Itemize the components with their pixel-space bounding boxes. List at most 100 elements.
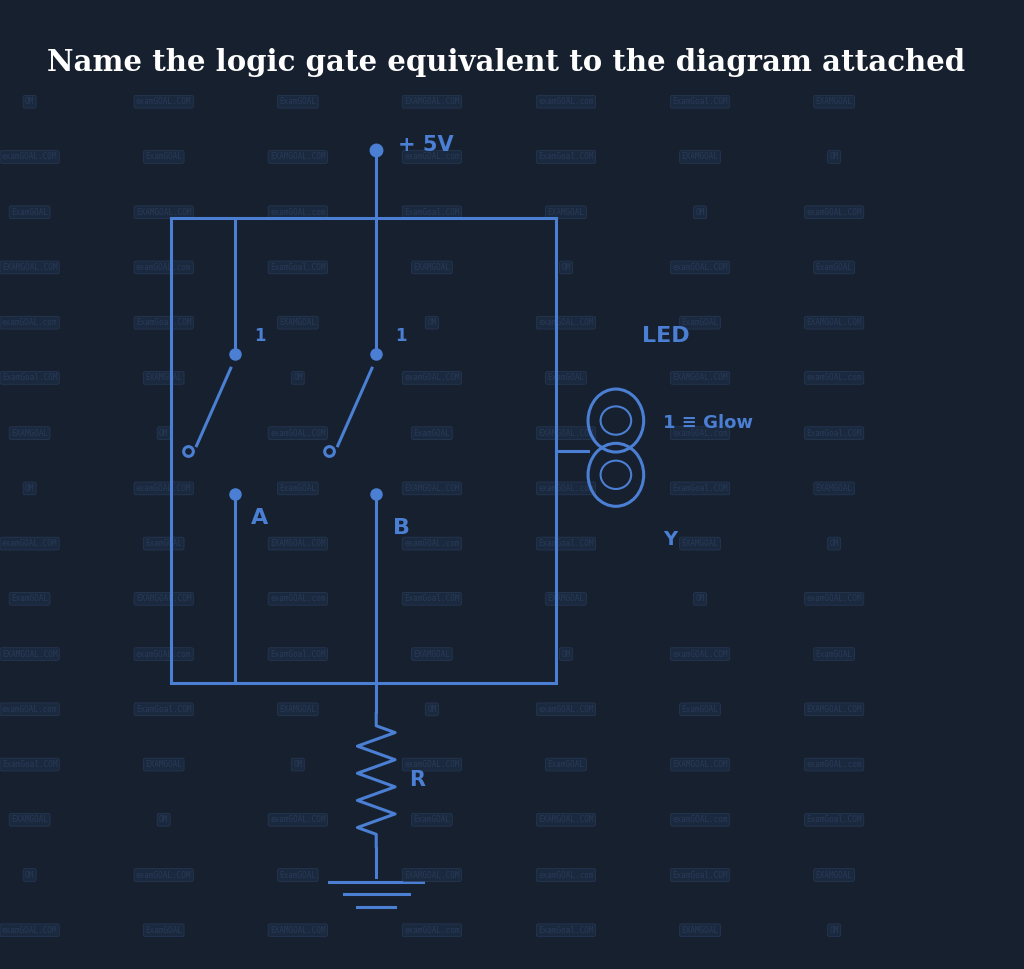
Text: A: A: [251, 509, 267, 528]
Text: ExamGOAL: ExamGOAL: [145, 925, 182, 935]
Text: 1 ≡ Glow: 1 ≡ Glow: [663, 415, 753, 432]
Text: EXAMGOAL.COM: EXAMGOAL.COM: [673, 760, 728, 769]
Text: examGOAL.com: examGOAL.com: [136, 263, 191, 272]
Text: examGOAL.COM: examGOAL.COM: [136, 484, 191, 493]
Text: LED: LED: [642, 327, 689, 346]
Text: ExamGoal.COM: ExamGoal.COM: [404, 207, 460, 217]
Text: examGOAL.com: examGOAL.com: [2, 318, 57, 328]
Bar: [171, 218, 556, 683]
Text: EXAMGOAL: EXAMGOAL: [816, 97, 853, 107]
Text: ExamGoal.COM: ExamGoal.COM: [136, 318, 191, 328]
Text: EXAMGOAL.COM: EXAMGOAL.COM: [539, 428, 594, 438]
Text: examGOAL.com: examGOAL.com: [673, 428, 728, 438]
Text: examGOAL.com: examGOAL.com: [2, 704, 57, 714]
Text: EXAMGOAL.COM: EXAMGOAL.COM: [270, 925, 326, 935]
Text: Name the logic gate equivalent to the diagram attached: Name the logic gate equivalent to the di…: [47, 48, 965, 78]
Text: EXAMGOAL: EXAMGOAL: [414, 263, 451, 272]
Text: OM: OM: [561, 263, 570, 272]
Text: EXAMGOAL: EXAMGOAL: [816, 870, 853, 880]
Text: OM: OM: [159, 815, 168, 825]
Text: OM: OM: [829, 925, 839, 935]
Text: examGOAL.com: examGOAL.com: [270, 207, 326, 217]
Text: ExamGOAL: ExamGOAL: [682, 704, 719, 714]
Text: OM: OM: [695, 207, 705, 217]
Text: EXAMGOAL.COM: EXAMGOAL.COM: [2, 263, 57, 272]
Text: examGOAL.com: examGOAL.com: [136, 649, 191, 659]
Text: ExamGOAL: ExamGOAL: [280, 870, 316, 880]
Text: ExamGoal.COM: ExamGoal.COM: [673, 97, 728, 107]
Text: EXAMGOAL: EXAMGOAL: [11, 815, 48, 825]
Text: ExamGoal.COM: ExamGoal.COM: [539, 539, 594, 548]
Text: ExamGOAL: ExamGOAL: [280, 484, 316, 493]
Text: examGOAL.COM: examGOAL.COM: [136, 97, 191, 107]
Text: ExamGOAL: ExamGOAL: [11, 207, 48, 217]
Text: examGOAL.com: examGOAL.com: [404, 925, 460, 935]
Text: OM: OM: [427, 704, 436, 714]
Text: EXAMGOAL: EXAMGOAL: [145, 373, 182, 383]
Text: OM: OM: [427, 318, 436, 328]
Text: examGOAL.com: examGOAL.com: [404, 152, 460, 162]
Text: examGOAL.COM: examGOAL.COM: [404, 373, 460, 383]
Text: OM: OM: [695, 594, 705, 604]
Text: + 5V: + 5V: [397, 136, 454, 155]
Text: EXAMGOAL.COM: EXAMGOAL.COM: [270, 539, 326, 548]
Text: examGOAL.com: examGOAL.com: [806, 373, 862, 383]
Text: EXAMGOAL.COM: EXAMGOAL.COM: [2, 649, 57, 659]
Text: ExamGoal.COM: ExamGoal.COM: [539, 925, 594, 935]
Text: ExamGOAL: ExamGOAL: [414, 815, 451, 825]
Text: ExamGOAL: ExamGOAL: [11, 594, 48, 604]
Text: examGOAL.COM: examGOAL.COM: [270, 815, 326, 825]
Text: ExamGOAL: ExamGOAL: [548, 373, 585, 383]
Text: ExamGoal.COM: ExamGoal.COM: [2, 760, 57, 769]
Text: examGOAL.COM: examGOAL.COM: [136, 870, 191, 880]
Text: examGOAL.COM: examGOAL.COM: [2, 539, 57, 548]
Text: ExamGoal.COM: ExamGoal.COM: [270, 649, 326, 659]
Text: EXAMGOAL.COM: EXAMGOAL.COM: [136, 207, 191, 217]
Text: EXAMGOAL.COM: EXAMGOAL.COM: [539, 815, 594, 825]
Text: ExamGoal.COM: ExamGoal.COM: [2, 373, 57, 383]
Text: EXAMGOAL: EXAMGOAL: [682, 539, 719, 548]
Text: ExamGoal.COM: ExamGoal.COM: [539, 152, 594, 162]
Text: 1: 1: [254, 328, 265, 345]
Text: ExamGoal.COM: ExamGoal.COM: [806, 815, 862, 825]
Text: EXAMGOAL.COM: EXAMGOAL.COM: [673, 373, 728, 383]
Text: examGOAL.COM: examGOAL.COM: [806, 594, 862, 604]
Text: ExamGoal.COM: ExamGoal.COM: [404, 594, 460, 604]
Text: OM: OM: [829, 152, 839, 162]
Text: examGOAL.COM: examGOAL.COM: [2, 152, 57, 162]
Text: examGOAL.com: examGOAL.com: [270, 594, 326, 604]
Text: EXAMGOAL.COM: EXAMGOAL.COM: [404, 870, 460, 880]
Text: OM: OM: [293, 373, 302, 383]
Text: ExamGOAL: ExamGOAL: [682, 318, 719, 328]
Text: examGOAL.COM: examGOAL.COM: [806, 207, 862, 217]
Text: examGOAL.COM: examGOAL.COM: [673, 649, 728, 659]
Text: R: R: [409, 770, 425, 790]
Text: ExamGOAL: ExamGOAL: [816, 649, 853, 659]
Text: EXAMGOAL: EXAMGOAL: [548, 207, 585, 217]
Text: examGOAL.com: examGOAL.com: [539, 97, 594, 107]
Text: B: B: [393, 518, 411, 538]
Text: EXAMGOAL: EXAMGOAL: [682, 925, 719, 935]
Text: ExamGoal.COM: ExamGoal.COM: [673, 484, 728, 493]
Text: examGOAL.COM: examGOAL.COM: [404, 760, 460, 769]
Text: ExamGoal.COM: ExamGoal.COM: [136, 704, 191, 714]
Text: OM: OM: [293, 760, 302, 769]
Text: Y: Y: [663, 530, 677, 549]
Text: examGOAL.COM: examGOAL.COM: [270, 428, 326, 438]
Text: examGOAL.com: examGOAL.com: [404, 539, 460, 548]
Text: EXAMGOAL.COM: EXAMGOAL.COM: [136, 594, 191, 604]
Text: examGOAL.com: examGOAL.com: [806, 760, 862, 769]
Text: EXAMGOAL.COM: EXAMGOAL.COM: [806, 318, 862, 328]
Text: EXAMGOAL: EXAMGOAL: [11, 428, 48, 438]
Text: EXAMGOAL.COM: EXAMGOAL.COM: [270, 152, 326, 162]
Text: ExamGoal.COM: ExamGoal.COM: [270, 263, 326, 272]
Text: EXAMGOAL.COM: EXAMGOAL.COM: [404, 484, 460, 493]
Text: ExamGOAL: ExamGOAL: [816, 263, 853, 272]
Text: EXAMGOAL: EXAMGOAL: [548, 594, 585, 604]
Text: examGOAL.com: examGOAL.com: [673, 815, 728, 825]
Text: ExamGOAL: ExamGOAL: [548, 760, 585, 769]
Text: ExamGOAL: ExamGOAL: [145, 539, 182, 548]
Text: OM: OM: [25, 484, 34, 493]
Text: examGOAL.com: examGOAL.com: [539, 484, 594, 493]
Text: OM: OM: [829, 539, 839, 548]
